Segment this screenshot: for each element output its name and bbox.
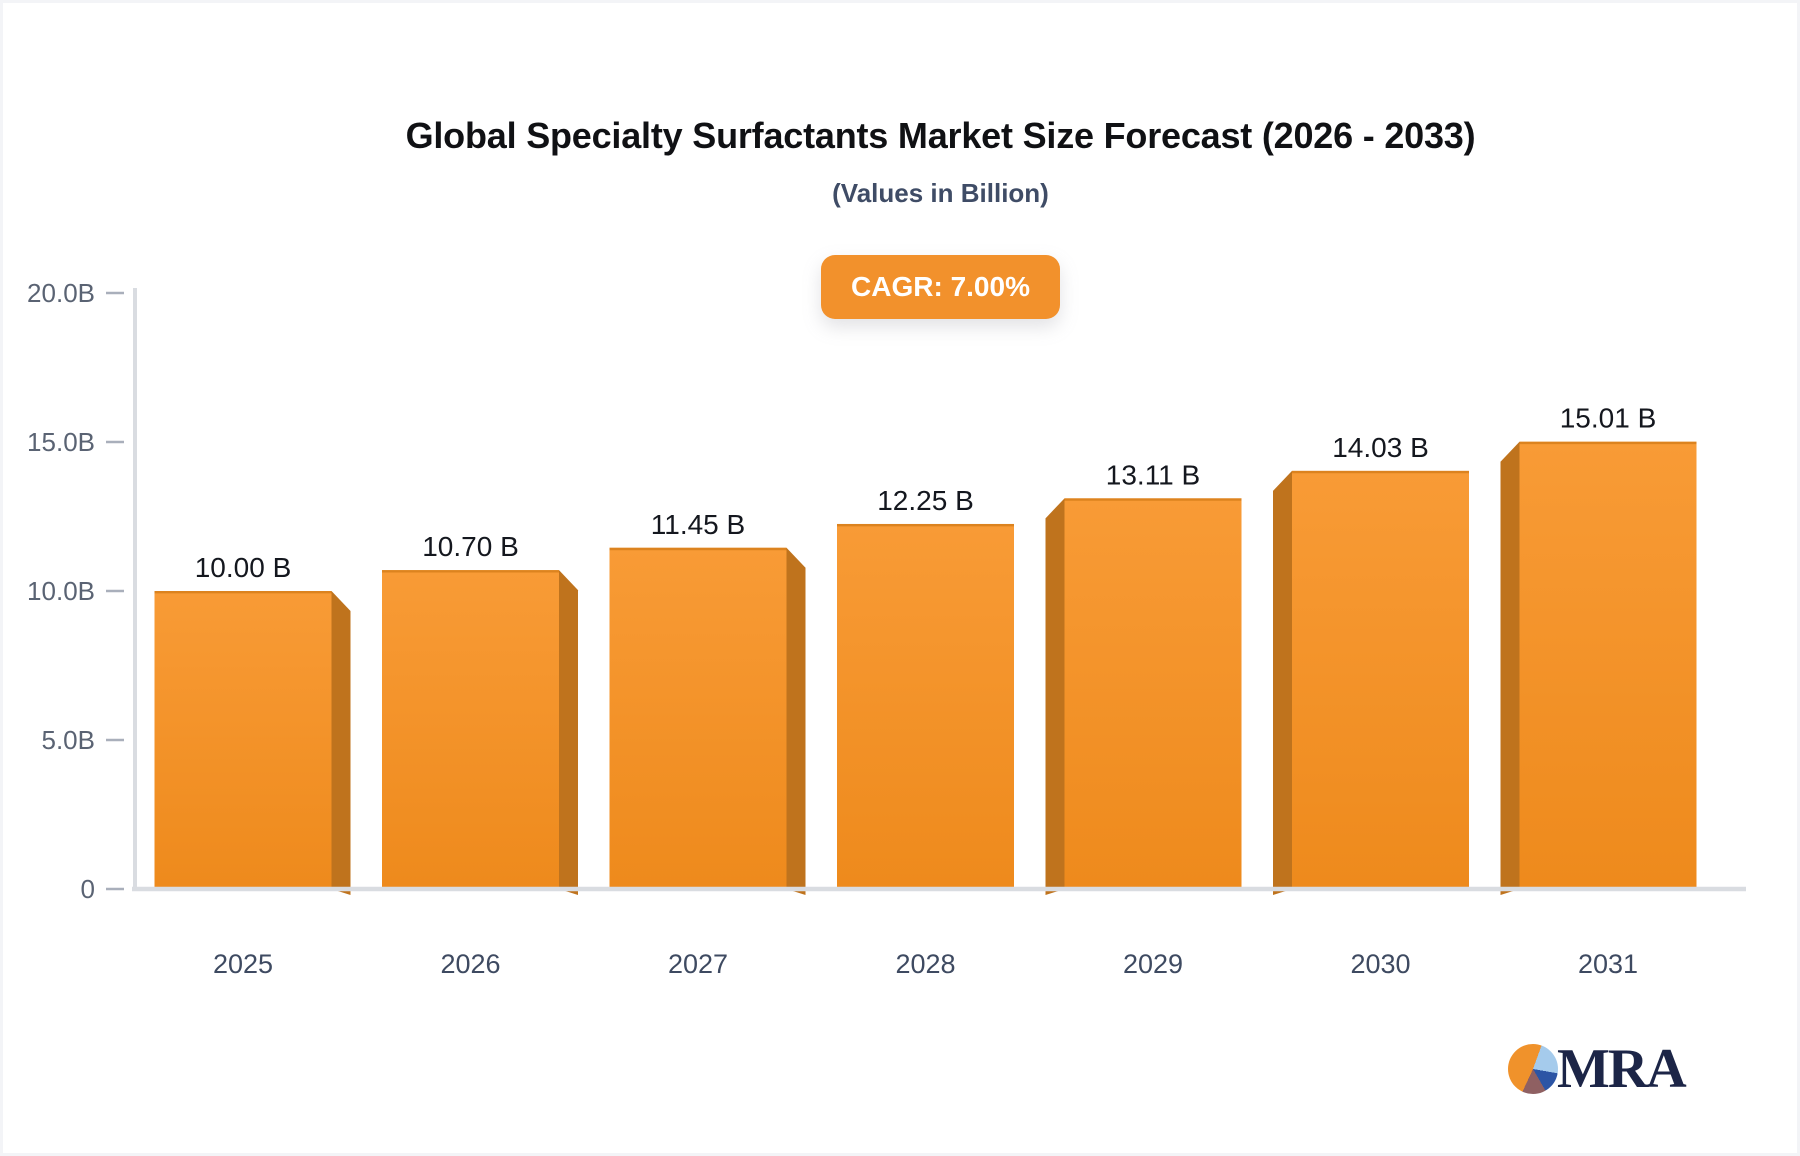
x-axis-label: 2026 [440,949,500,979]
bar-value-label: 10.70 B [422,531,519,562]
bar-2031 [1500,441,1697,895]
cagr-badge-row: CAGR: 7.00% [135,255,1746,319]
bar-2030 [1273,470,1469,895]
bar-value-label: 11.45 B [651,509,745,540]
bar-side-face [786,547,806,895]
bar-side-face [1500,441,1520,895]
bar-front-face [154,591,332,889]
bar-value-label: 15.01 B [1560,403,1657,434]
bar-2027 [609,547,806,895]
x-axis-label: 2027 [668,949,728,979]
bar-value-label: 10.00 B [195,552,292,583]
bar-front-face [382,570,559,889]
x-axis-label: 2030 [1350,949,1410,979]
y-tick-label: 5.0B [42,725,96,755]
bar-side-face [1045,498,1065,895]
bar-2028 [837,523,1014,889]
x-axis-label: 2029 [1123,949,1183,979]
bar-front-face [609,547,787,889]
bar-front-face [837,523,1014,889]
cagr-badge: CAGR: 7.00% [821,255,1060,319]
mra-logo: MRA [1508,1038,1687,1100]
y-tick-label: 10.0B [27,576,95,606]
bar-front-face [1292,470,1469,889]
y-tick-label: 0 [81,874,95,904]
bar-chart-svg: 0 5.0B 10.0B 15.0B 20.0B 10.00 B 2025 10.70 B 20… [27,278,1746,979]
mra-logo-pie-icon [1508,1044,1558,1094]
bar-front-face [1064,498,1242,889]
bar-side-face [331,591,351,895]
x-axis-label: 2028 [895,949,955,979]
bar-2025 [154,591,351,895]
bar-2029 [1045,498,1242,895]
bar-2026 [382,570,578,895]
bar-side-face [1273,470,1292,895]
chart-subtitle: (Values in Billion) [832,178,1049,208]
bar-side-face [559,570,578,895]
bar-front-face [1519,441,1697,889]
bar-chart-plot: 0 5.0B 10.0B 15.0B 20.0B 10.00 B 2025 10.70 B 20… [3,3,1797,1153]
chart-title: Global Specialty Surfactants Market Size… [405,115,1476,156]
x-axis-label: 2031 [1578,949,1638,979]
y-tick-label: 20.0B [27,278,95,308]
bar-value-label: 12.25 B [877,485,974,516]
bar-value-label: 13.11 B [1106,459,1200,490]
y-tick-label: 15.0B [27,427,95,457]
bar-value-label: 14.03 B [1332,432,1429,463]
mra-logo-text: MRA [1557,1038,1687,1100]
x-axis-label: 2025 [213,949,273,979]
